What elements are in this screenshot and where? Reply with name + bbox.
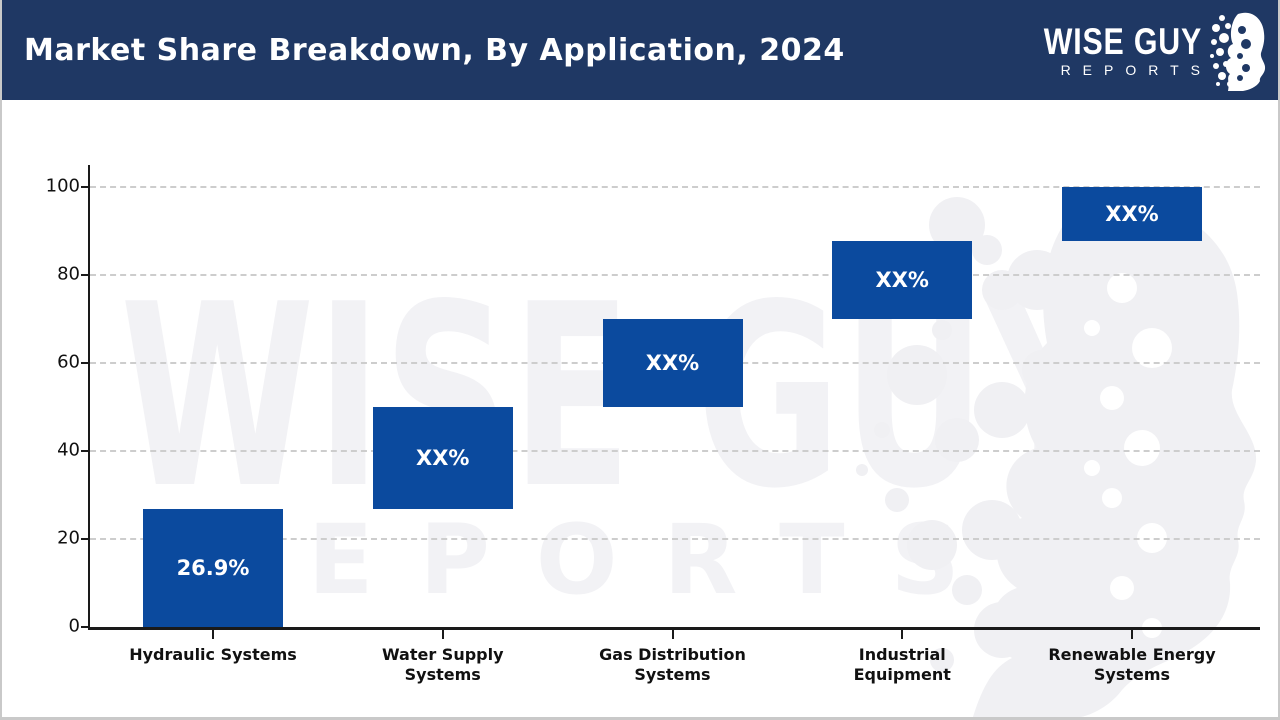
y-axis-line <box>88 165 90 630</box>
y-tick-label: 40 <box>57 439 80 461</box>
x-tick-mark <box>671 630 674 639</box>
y-tick-mark <box>81 626 90 628</box>
x-tick-mark <box>1131 630 1133 639</box>
y-tick-mark <box>81 538 90 540</box>
y-tick-mark <box>81 450 90 452</box>
y-tick-label: 100 <box>45 175 80 197</box>
x-axis-line <box>88 627 1260 630</box>
x-tick-mark <box>901 630 904 639</box>
logo-wordmark: WISE GUY <box>1043 21 1202 62</box>
x-tick-mark <box>212 630 214 639</box>
gridline-80 <box>90 274 1260 276</box>
y-tick-label: 0 <box>68 615 80 637</box>
bar-value-label: XX% <box>416 445 470 470</box>
bar-segment: 26.9% <box>143 508 283 627</box>
y-tick-label: 20 <box>57 527 80 549</box>
bar-segment: XX% <box>602 319 743 407</box>
bar-value-label: XX% <box>1105 202 1159 227</box>
x-tick-mark <box>441 630 444 639</box>
bar-segment: XX% <box>372 407 513 509</box>
chart-title: Market Share Breakdown, By Application, … <box>24 32 845 68</box>
logo-face-icon <box>1210 12 1266 91</box>
category-label: Industrial Equipment <box>853 645 951 684</box>
y-tick-label: 80 <box>57 263 80 285</box>
category-label: Renewable Energy Systems <box>1048 645 1216 684</box>
header-bar: Market Share Breakdown, By Application, … <box>2 0 1278 100</box>
bar-value-label: XX% <box>875 268 929 293</box>
category-label: Hydraulic Systems <box>129 645 297 664</box>
gridline-20 <box>90 538 1260 540</box>
wiseguy-logo: WISE GUY REPORTS <box>1009 4 1268 96</box>
y-tick-mark <box>81 186 90 188</box>
y-tick-label: 60 <box>57 351 80 373</box>
watermark-subtitle: REPORTS <box>188 504 1006 616</box>
watermark-face-icon <box>856 197 1257 717</box>
y-tick-mark <box>81 274 90 276</box>
bar-value-label: 26.9% <box>176 555 250 580</box>
category-label: Water Supply Systems <box>381 645 504 684</box>
category-label: Gas Distribution Systems <box>599 645 746 684</box>
bar-segment: XX% <box>832 241 973 319</box>
logo-subtitle: REPORTS <box>1060 62 1212 78</box>
gridline-100 <box>90 186 1260 188</box>
y-tick-mark <box>81 362 90 364</box>
bar-value-label: XX% <box>645 351 700 375</box>
gridline-40 <box>90 450 1260 452</box>
logo-text: WISE GUY REPORTS <box>1009 23 1202 77</box>
bar-segment: XX% <box>1062 187 1202 242</box>
